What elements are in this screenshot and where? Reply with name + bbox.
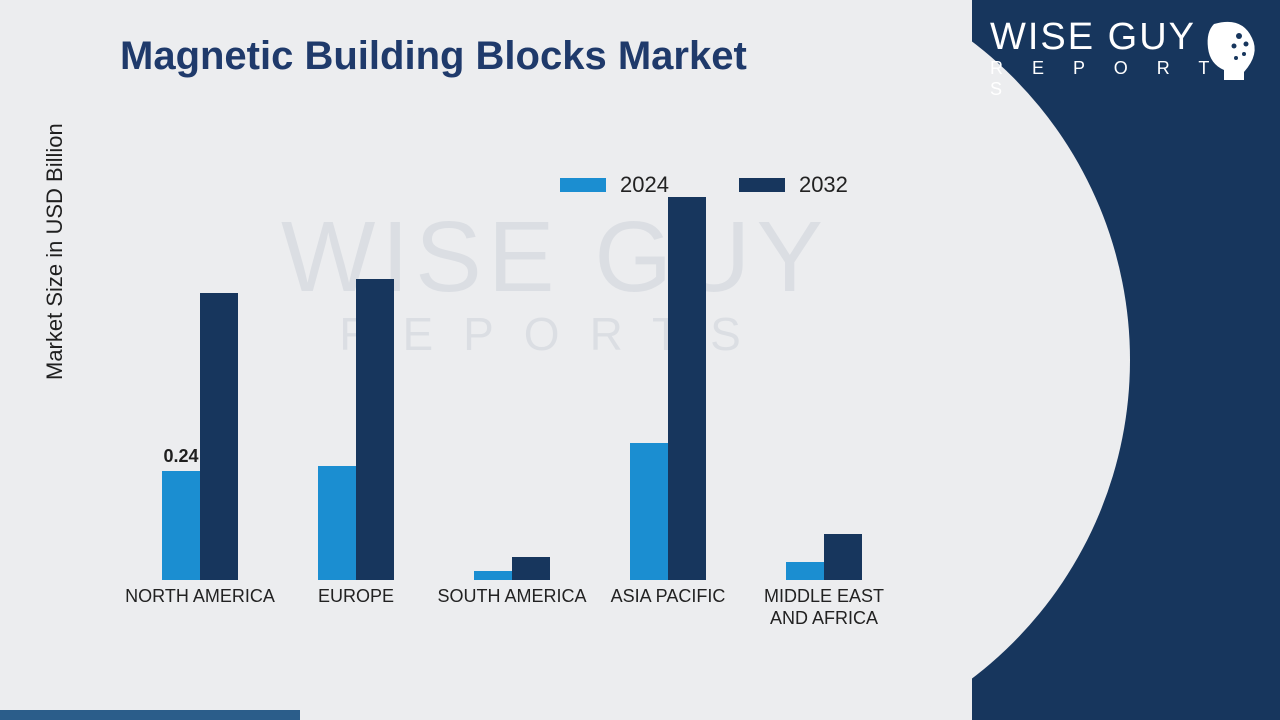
x-axis-label: ASIA PACIFIC <box>593 586 743 608</box>
bar-2024 <box>162 471 200 580</box>
bar-2024 <box>630 443 668 580</box>
chart-legend: 2024 2032 <box>560 172 848 198</box>
bar-2024 <box>786 562 824 580</box>
bottom-accent-bar <box>0 710 300 720</box>
legend-swatch-b <box>739 178 785 192</box>
bar-2032 <box>824 534 862 580</box>
legend-label-a: 2024 <box>620 172 669 198</box>
bar-2032 <box>356 279 394 580</box>
bar-2032 <box>200 293 238 580</box>
x-axis-label: SOUTH AMERICA <box>437 586 587 608</box>
x-axis-label: NORTH AMERICA <box>125 586 275 608</box>
legend-swatch-a <box>560 178 606 192</box>
bar-chart: 0.24NORTH AMERICAEUROPESOUTH AMERICAASIA… <box>100 170 920 580</box>
legend-item-2024: 2024 <box>560 172 669 198</box>
plot-area: 0.24NORTH AMERICAEUROPESOUTH AMERICAASIA… <box>140 170 920 580</box>
x-axis-label: MIDDLE EAST AND AFRICA <box>749 586 899 629</box>
legend-item-2032: 2032 <box>739 172 848 198</box>
legend-label-b: 2032 <box>799 172 848 198</box>
bar-2024 <box>474 571 512 580</box>
bar-2032 <box>512 557 550 580</box>
bar-value-label: 0.24 <box>141 446 221 467</box>
chart-stage: WISE GUY R E P O R T S WISE GUY REPORTS … <box>0 0 1280 720</box>
chart-title: Magnetic Building Blocks Market <box>120 34 747 79</box>
bar-2032 <box>668 197 706 580</box>
x-axis-label: EUROPE <box>281 586 431 608</box>
bar-2024 <box>318 466 356 580</box>
y-axis-label: Market Size in USD Billion <box>42 123 68 380</box>
brand-logo: WISE GUY R E P O R T S <box>990 18 1260 100</box>
brand-head-icon <box>1194 14 1266 86</box>
